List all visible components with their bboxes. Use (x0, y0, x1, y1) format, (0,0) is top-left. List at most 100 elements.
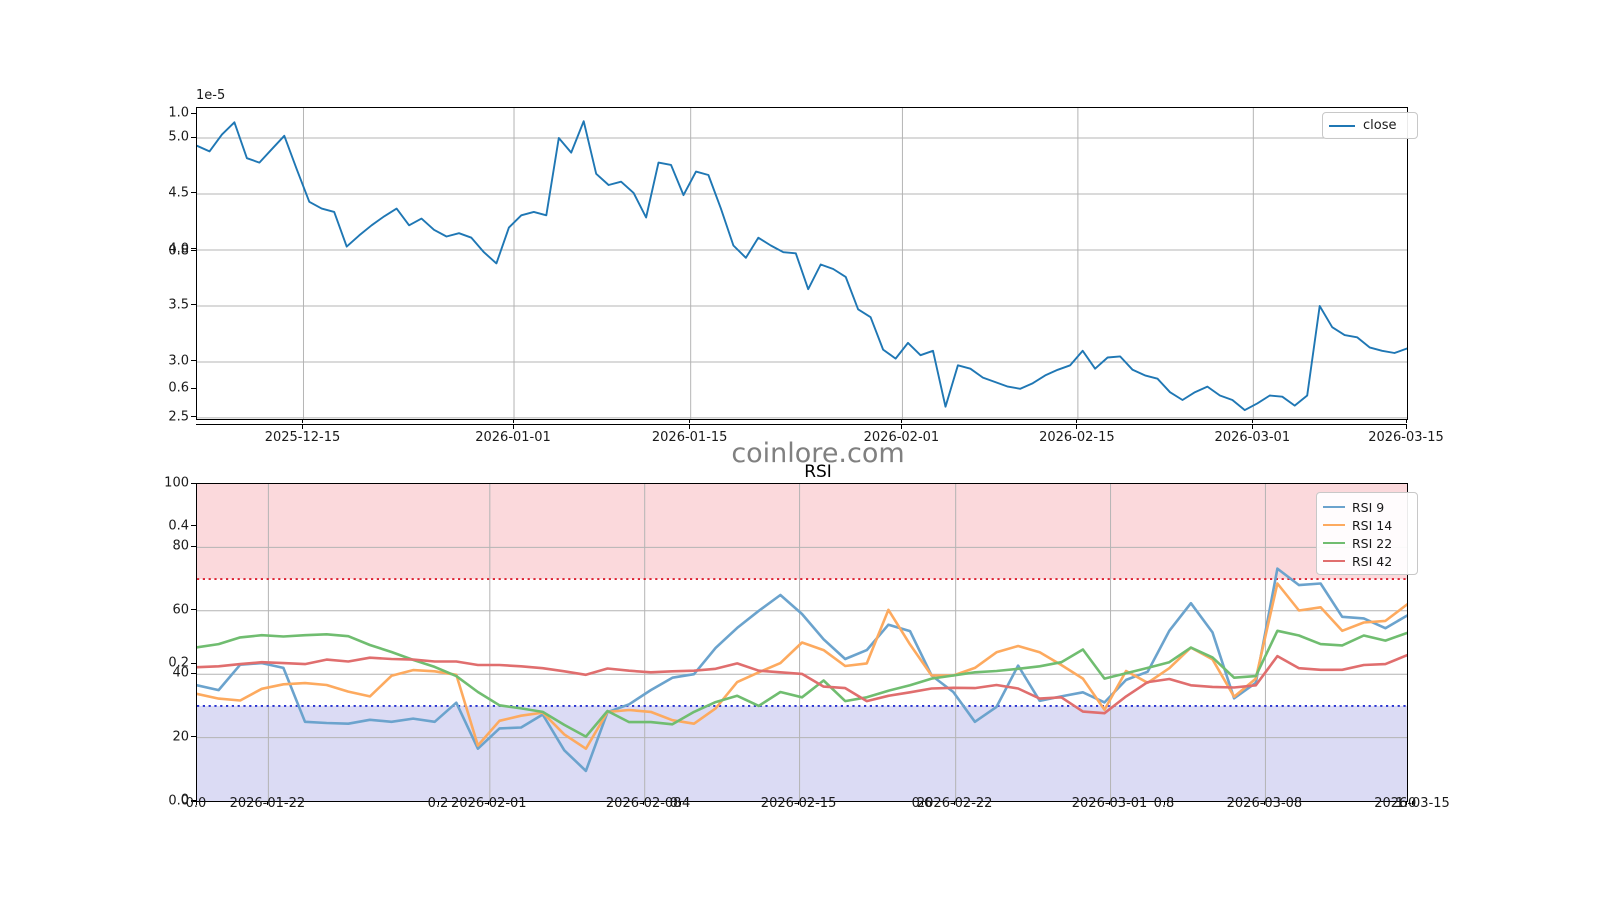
tick-mark (191, 609, 196, 611)
y-tick-label: 4.0 (168, 241, 189, 257)
series-line (197, 567, 1407, 773)
y-tick-label: 0.4 (168, 518, 189, 534)
tick-mark (1405, 801, 1407, 805)
tick-mark (191, 799, 196, 801)
legend-line-sample (1323, 505, 1345, 509)
x-tick-label: 2026-03-15 (1368, 430, 1444, 445)
tick-mark (1076, 419, 1078, 423)
y-tick-label: 3.0 (168, 353, 189, 369)
rsi-legend-entry: RSI 22 (1323, 534, 1411, 552)
tick-mark (1163, 801, 1165, 805)
series-line (197, 653, 1407, 715)
rsi-chart-panel (196, 483, 1408, 802)
y-tick-label: 4.5 (168, 185, 189, 201)
y-tick-label: 3.5 (168, 297, 189, 313)
tick-mark (191, 248, 196, 250)
legend-label: close (1363, 118, 1397, 133)
y-tick-label: 60 (172, 602, 189, 618)
tick-mark (1263, 801, 1265, 805)
tick-mark (191, 136, 196, 138)
tick-mark (643, 801, 645, 805)
tick-mark (191, 525, 196, 527)
tick-mark (1251, 425, 1253, 429)
tick-mark (512, 419, 514, 423)
x-tick-label: 2026-02-01 (863, 430, 940, 445)
legend-line-sample (1329, 124, 1355, 127)
tick-mark (1076, 425, 1078, 429)
tick-mark (191, 736, 196, 738)
y-tick-label: 100 (164, 475, 189, 491)
tick-mark (512, 425, 514, 429)
y-axis-offset-label: 1e-5 (196, 88, 226, 103)
series-line (197, 120, 1407, 412)
y-tick-label: 0.2 (168, 655, 189, 671)
tick-mark (191, 672, 196, 674)
tick-mark (191, 360, 196, 362)
legend-line-sample (1323, 541, 1345, 545)
tick-mark (437, 801, 439, 805)
tick-mark (1109, 801, 1111, 805)
legend-label: RSI 42 (1352, 553, 1393, 569)
x-tick-label: 2026-01-15 (651, 430, 728, 445)
tick-mark (689, 419, 691, 423)
x-tick-label: 2026-02-15 (1039, 430, 1115, 445)
watermark: coinlore.com (731, 438, 905, 469)
tick-mark (679, 801, 681, 805)
y-tick-label: 5.0 (168, 129, 189, 145)
y-tick-label: 20 (172, 729, 189, 745)
tick-mark (191, 387, 196, 389)
price-chart-plot (197, 108, 1407, 419)
tick-mark (900, 425, 902, 429)
y-tick-label: 40 (172, 665, 189, 681)
y-tick-label: 0 (180, 792, 189, 808)
rsi-legend: RSI 9 RSI 14 RSI 22 RSI 42 (1316, 492, 1418, 575)
legend-label: RSI 9 (1352, 499, 1385, 515)
legend-label: RSI 14 (1352, 517, 1393, 533)
tick-mark (191, 250, 196, 252)
rsi-legend-entry: RSI 14 (1323, 516, 1411, 534)
y-tick-label: 0.6 (168, 380, 189, 396)
y-tick-label: 0.8 (168, 243, 189, 259)
tick-mark (900, 419, 902, 423)
rsi-chart-title: RSI (804, 462, 832, 482)
tick-mark (266, 801, 268, 805)
tick-mark (301, 419, 303, 423)
legend-line-sample (1323, 559, 1345, 563)
series-line (197, 629, 1407, 738)
y-tick-label: 1.0 (168, 105, 189, 121)
price-legend: close (1322, 112, 1418, 139)
x-tick-label: 2026-01-01 (475, 430, 551, 445)
rsi-chart-plot (197, 484, 1407, 801)
tick-mark (1251, 419, 1253, 423)
x-tick-label: 2025-12-15 (264, 430, 341, 445)
legend-label: RSI 22 (1352, 535, 1393, 551)
rsi-legend-entry: RSI 42 (1323, 552, 1411, 570)
tick-mark (191, 304, 196, 306)
x-tick-label: 2026-03-01 (1214, 430, 1291, 445)
tick-mark (191, 112, 196, 114)
y-tick-label: 0.0 (168, 793, 189, 809)
tick-mark (954, 801, 956, 805)
y-tick-label: 80 (172, 538, 189, 554)
overbought-band (197, 484, 1407, 580)
tick-mark (191, 482, 196, 484)
price-chart-panel (196, 107, 1408, 420)
y-tick-label: 2.5 (168, 409, 189, 425)
tick-mark (191, 416, 196, 418)
tick-mark (689, 425, 691, 429)
tick-mark (1405, 419, 1407, 423)
secondary-axis-line (196, 424, 1407, 425)
tick-mark (921, 801, 923, 805)
tick-mark (191, 800, 196, 802)
tick-mark (488, 801, 490, 805)
tick-mark (301, 425, 303, 429)
legend-line-sample (1323, 523, 1345, 527)
tick-mark (1411, 801, 1413, 805)
rsi-legend-entry: RSI 9 (1323, 498, 1411, 516)
tick-mark (191, 192, 196, 194)
tick-mark (195, 801, 197, 805)
tick-mark (1405, 425, 1407, 429)
tick-mark (191, 662, 196, 664)
tick-mark (191, 545, 196, 547)
